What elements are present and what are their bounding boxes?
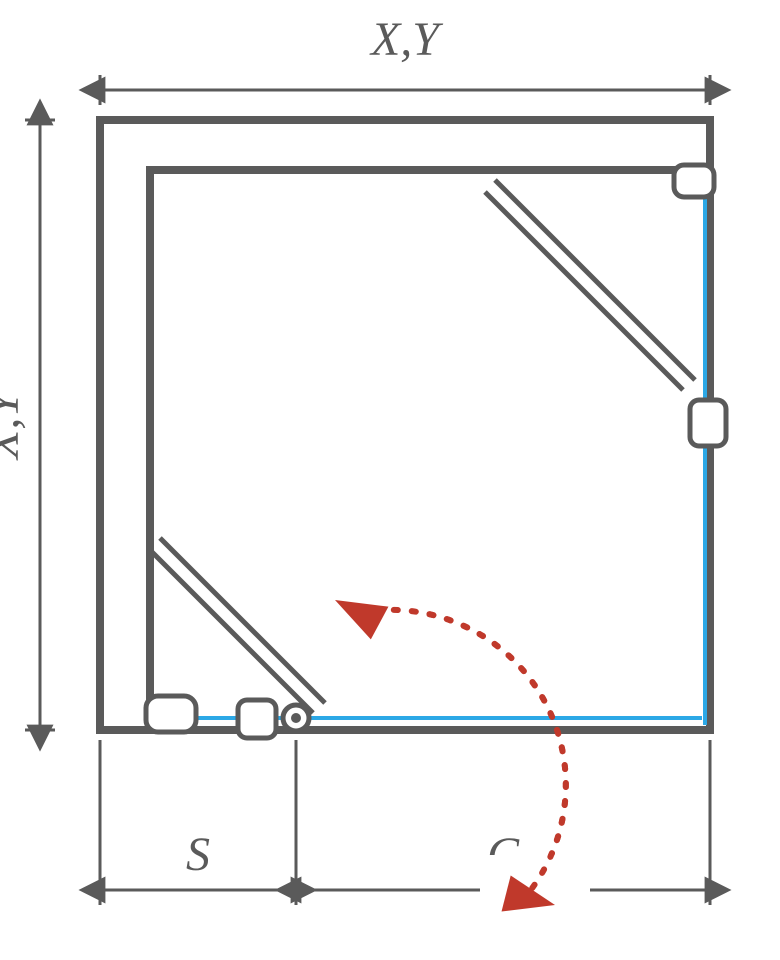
pivot-inner-icon <box>291 713 301 723</box>
technical-diagram: X,Y X,Y <box>0 0 780 960</box>
dimension-bottom: S C <box>100 740 710 905</box>
label-top: X,Y <box>369 13 443 66</box>
handle-bottom-icon <box>238 700 276 738</box>
dimension-left: X,Y <box>0 120 55 730</box>
label-c: C <box>487 828 520 881</box>
bracket-bottom-left-icon <box>146 696 196 732</box>
label-s: S <box>186 828 210 881</box>
brace-bottom-left <box>150 538 325 713</box>
handle-right-icon <box>690 400 726 446</box>
bracket-top-right-icon <box>674 165 714 197</box>
dimension-top: X,Y <box>100 13 710 105</box>
brace-top-right <box>485 180 695 390</box>
label-left: X,Y <box>0 387 29 461</box>
